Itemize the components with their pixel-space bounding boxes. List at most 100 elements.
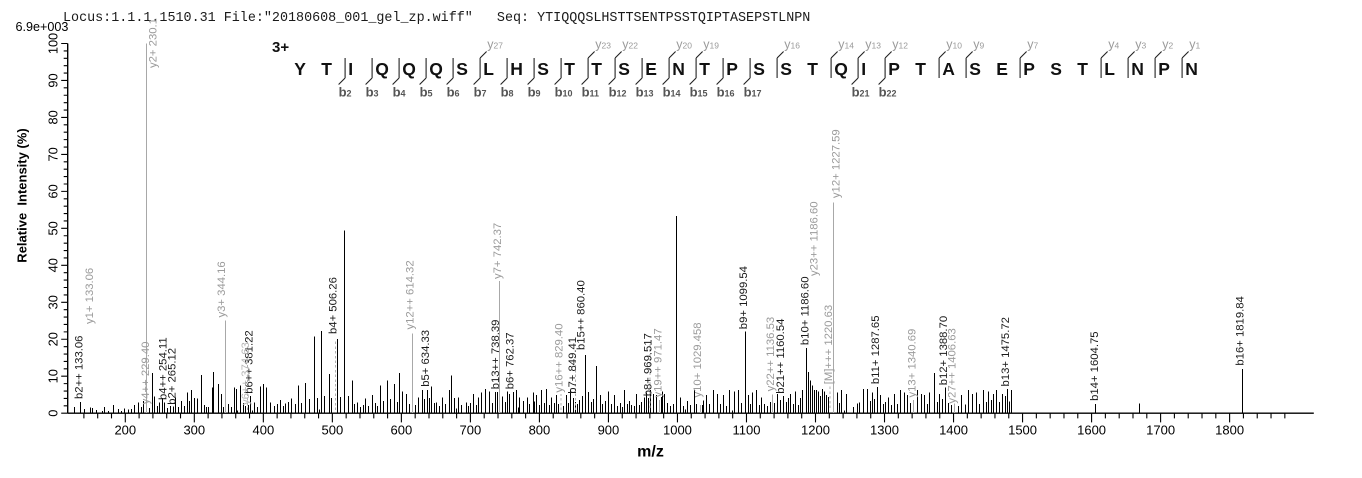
svg-text:b7: b7 xyxy=(474,85,487,100)
svg-text:b13: b13 xyxy=(636,85,654,100)
svg-text:1000: 1000 xyxy=(663,423,692,438)
svg-text:m/z: m/z xyxy=(637,444,664,461)
svg-text:T: T xyxy=(1077,59,1088,79)
svg-text:[M]+++ 1220.63: [M]+++ 1220.63 xyxy=(823,305,835,384)
svg-text:b21: b21 xyxy=(852,85,870,100)
svg-text:S: S xyxy=(753,59,765,79)
svg-text:P: P xyxy=(888,59,900,79)
svg-text:b10+ 1186.60: b10+ 1186.60 xyxy=(800,277,812,346)
svg-text:S: S xyxy=(969,59,981,79)
svg-text:y27: y27 xyxy=(487,38,503,52)
svg-text:E: E xyxy=(996,59,1008,79)
svg-text:80: 80 xyxy=(46,110,61,124)
svg-text:b9+ 1099.54: b9+ 1099.54 xyxy=(738,266,750,329)
svg-text:S: S xyxy=(780,59,792,79)
svg-text:N: N xyxy=(672,59,685,79)
svg-text:b9: b9 xyxy=(528,85,541,100)
svg-text:b12+ 1388.70: b12+ 1388.70 xyxy=(938,316,950,385)
svg-text:P: P xyxy=(1158,59,1170,79)
svg-text:1800: 1800 xyxy=(1215,423,1244,438)
svg-text:1100: 1100 xyxy=(732,423,760,438)
svg-text:90: 90 xyxy=(46,73,61,87)
svg-text:N: N xyxy=(1185,59,1198,79)
svg-text:50: 50 xyxy=(46,221,61,235)
svg-text:Relative Intensity (%): Relative Intensity (%) xyxy=(15,128,30,262)
svg-text:y19++ 971.47: y19++ 971.47 xyxy=(652,328,664,397)
svg-text:y6++ 374.63: y6++ 374.63 xyxy=(240,342,252,405)
svg-text:y16: y16 xyxy=(784,38,800,52)
svg-text:b2+ 265.12: b2+ 265.12 xyxy=(167,348,179,405)
svg-text:b8+ 969.517: b8+ 969.517 xyxy=(643,333,655,396)
svg-text:y13: y13 xyxy=(865,38,881,52)
svg-text:Y: Y xyxy=(294,59,306,79)
svg-text:y13+ 1340.69: y13+ 1340.69 xyxy=(906,329,918,398)
svg-text:Locus:1.1.1.1510.31 File:"2018: Locus:1.1.1.1510.31 File:"20180608_001_g… xyxy=(63,11,810,26)
svg-text:600: 600 xyxy=(391,423,413,438)
svg-text:60: 60 xyxy=(46,184,61,198)
svg-text:y10+ 1029.458: y10+ 1029.458 xyxy=(692,322,704,397)
svg-text:b2: b2 xyxy=(339,85,352,100)
svg-text:T: T xyxy=(564,59,575,79)
svg-text:40: 40 xyxy=(46,258,61,272)
svg-text:H: H xyxy=(510,59,523,79)
svg-text:y3+ 344.16: y3+ 344.16 xyxy=(216,261,228,317)
svg-text:y10: y10 xyxy=(946,38,962,52)
svg-text:1700: 1700 xyxy=(1146,423,1175,438)
svg-text:y22: y22 xyxy=(622,38,638,52)
svg-text:y23++ 1186.60: y23++ 1186.60 xyxy=(808,201,820,276)
svg-text:S: S xyxy=(537,59,549,79)
svg-text:y16++ 829.40: y16++ 829.40 xyxy=(554,323,566,392)
svg-text:b11: b11 xyxy=(582,85,599,100)
svg-text:y19: y19 xyxy=(703,38,719,52)
svg-text:L: L xyxy=(1104,59,1115,79)
svg-text:b5+ 634.33: b5+ 634.33 xyxy=(420,330,432,387)
svg-text:1600: 1600 xyxy=(1077,423,1106,438)
svg-text:y22++ 1136.53: y22++ 1136.53 xyxy=(765,317,777,392)
svg-text:100: 100 xyxy=(46,33,61,54)
svg-text:T: T xyxy=(699,59,710,79)
svg-text:y23: y23 xyxy=(595,38,611,52)
svg-text:20: 20 xyxy=(46,332,61,346)
svg-text:b15: b15 xyxy=(690,85,708,100)
svg-text:b6++ 381.22: b6++ 381.22 xyxy=(244,330,256,393)
svg-text:70: 70 xyxy=(46,147,61,161)
svg-text:T: T xyxy=(915,59,926,79)
svg-text:b6: b6 xyxy=(447,85,460,100)
svg-text:b22: b22 xyxy=(879,85,897,100)
svg-text:0: 0 xyxy=(46,410,61,417)
svg-text:T: T xyxy=(591,59,602,79)
svg-text:b4+ 506.26: b4+ 506.26 xyxy=(328,277,340,334)
svg-text:y9: y9 xyxy=(973,38,984,52)
svg-text:S: S xyxy=(618,59,630,79)
svg-text:b4: b4 xyxy=(393,85,406,100)
svg-text:b15++ 860.40: b15++ 860.40 xyxy=(576,280,588,350)
svg-text:y4: y4 xyxy=(1108,38,1119,52)
svg-text:b16+ 1819.84: b16+ 1819.84 xyxy=(1235,296,1247,365)
svg-text:y27++ 1406.63: y27++ 1406.63 xyxy=(947,328,959,403)
svg-text:b10: b10 xyxy=(555,85,573,100)
svg-text:3+: 3+ xyxy=(272,39,289,56)
svg-text:b8: b8 xyxy=(501,85,514,100)
svg-text:b21++ 1160.54: b21++ 1160.54 xyxy=(775,319,787,394)
svg-text:A: A xyxy=(942,59,955,79)
svg-text:200: 200 xyxy=(114,423,136,438)
svg-text:y2: y2 xyxy=(1162,38,1173,52)
svg-text:1300: 1300 xyxy=(870,423,899,438)
svg-text:E: E xyxy=(645,59,657,79)
svg-text:I: I xyxy=(861,59,866,79)
svg-text:I: I xyxy=(348,59,353,79)
svg-text:6.9e+003: 6.9e+003 xyxy=(16,20,69,34)
svg-text:y1: y1 xyxy=(1189,38,1200,52)
svg-text:y3: y3 xyxy=(1135,38,1146,52)
svg-text:S: S xyxy=(456,59,468,79)
svg-text:b7+ 849.41: b7+ 849.41 xyxy=(567,337,579,394)
svg-text:T: T xyxy=(807,59,818,79)
svg-text:b12: b12 xyxy=(609,85,627,100)
svg-text:y7+ 742.37: y7+ 742.37 xyxy=(492,223,504,279)
svg-text:b17: b17 xyxy=(744,85,762,100)
svg-text:y7: y7 xyxy=(1027,38,1038,52)
svg-text:1400: 1400 xyxy=(939,423,968,438)
svg-text:b14+ 1604.75: b14+ 1604.75 xyxy=(1089,331,1101,400)
svg-text:b16: b16 xyxy=(717,85,735,100)
svg-text:b13+ 1475.72: b13+ 1475.72 xyxy=(1000,317,1012,386)
